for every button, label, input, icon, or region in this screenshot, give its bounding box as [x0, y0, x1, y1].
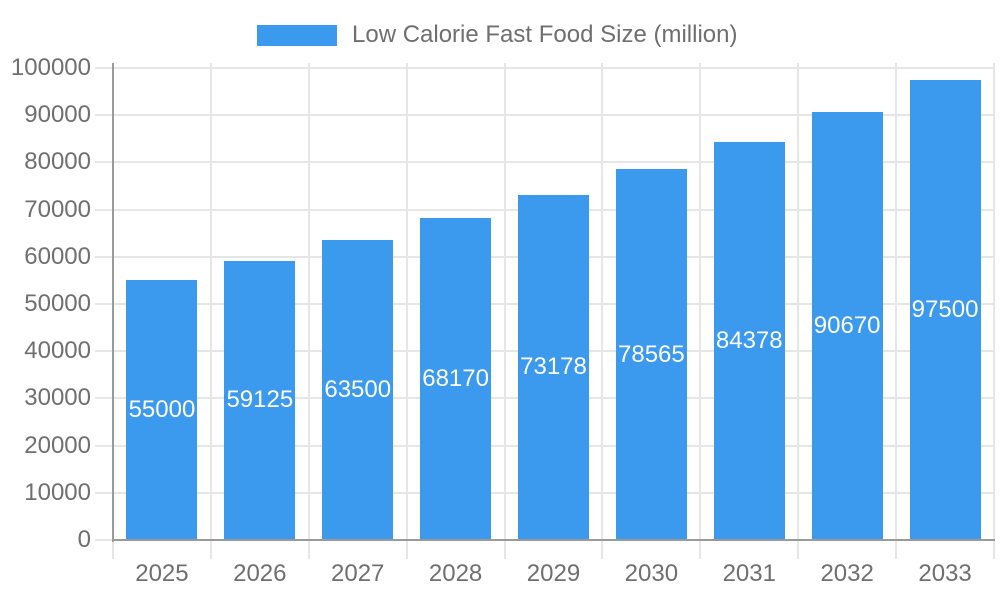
x-axis-label: 2031: [722, 560, 776, 587]
x-axis-line: [112, 539, 995, 541]
y-axis-label: 50000: [24, 290, 91, 317]
x-axis-label: 2033: [918, 560, 972, 587]
legend-label: Low Calorie Fast Food Size (million): [352, 21, 738, 48]
bar-value-label: 68170: [422, 365, 489, 393]
x-gridline: [993, 63, 995, 540]
x-tick: [405, 541, 408, 559]
legend: Low Calorie Fast Food Size (million): [257, 21, 737, 49]
y-axis-label: 0: [77, 526, 91, 553]
x-gridline: [699, 63, 702, 540]
y-gridline: [95, 114, 994, 117]
bar-value-label: 55000: [128, 396, 196, 424]
x-tick: [699, 541, 702, 559]
bar-2026[interactable]: [224, 260, 296, 540]
bar-value-label: 90670: [813, 312, 881, 340]
x-tick: [307, 541, 310, 559]
y-axis-line: [112, 63, 114, 542]
x-tick: [601, 541, 604, 559]
x-gridline: [503, 63, 506, 540]
legend-swatch: [257, 24, 337, 46]
x-gridline: [307, 63, 310, 540]
bar-value-label: 59125: [226, 386, 294, 414]
x-gridline: [797, 63, 800, 540]
x-gridline: [405, 63, 408, 540]
bar-2027[interactable]: [322, 240, 394, 540]
bar-value-label: 63500: [324, 376, 392, 404]
bar-value-label: 73178: [520, 353, 587, 381]
y-tick: [95, 539, 113, 541]
x-axis-label: 2027: [331, 560, 385, 587]
y-axis-label: 20000: [24, 431, 91, 459]
x-tick: [112, 541, 114, 559]
x-tick: [895, 541, 898, 559]
y-axis-label: 60000: [24, 242, 91, 270]
y-axis-label: 80000: [24, 148, 91, 176]
x-tick: [797, 541, 800, 559]
x-gridline: [209, 63, 212, 540]
bar-2030[interactable]: [615, 169, 687, 540]
bar-2032[interactable]: [811, 112, 883, 540]
x-axis-label: 2025: [135, 560, 189, 587]
x-gridline: [895, 63, 898, 540]
x-gridline: [601, 63, 604, 540]
y-axis-label: 100000: [10, 54, 91, 81]
x-tick: [993, 541, 995, 559]
x-axis-label: 2030: [624, 560, 679, 587]
bar-2031[interactable]: [713, 141, 785, 540]
x-axis-label: 2028: [428, 560, 483, 587]
y-axis-label: 30000: [24, 384, 91, 412]
bar-2033[interactable]: [909, 79, 981, 540]
y-gridline: [95, 67, 994, 69]
y-axis-label: 70000: [24, 195, 91, 223]
bar-2028[interactable]: [420, 218, 492, 540]
bar-value-label: 97500: [911, 295, 979, 323]
bar-2029[interactable]: [518, 194, 589, 540]
y-axis-label: 40000: [24, 337, 91, 365]
x-axis-label: 2026: [233, 560, 287, 587]
y-gridline: [95, 161, 994, 164]
y-axis-label: 90000: [24, 101, 91, 129]
x-axis-label: 2032: [820, 560, 874, 587]
x-tick: [209, 541, 212, 559]
bar-2025[interactable]: [126, 280, 198, 540]
x-axis-label: 2029: [526, 560, 581, 587]
bar-value-label: 78565: [618, 340, 685, 368]
x-tick: [503, 541, 506, 559]
y-axis-label: 10000: [24, 478, 91, 506]
bar-value-label: 84378: [715, 326, 783, 354]
